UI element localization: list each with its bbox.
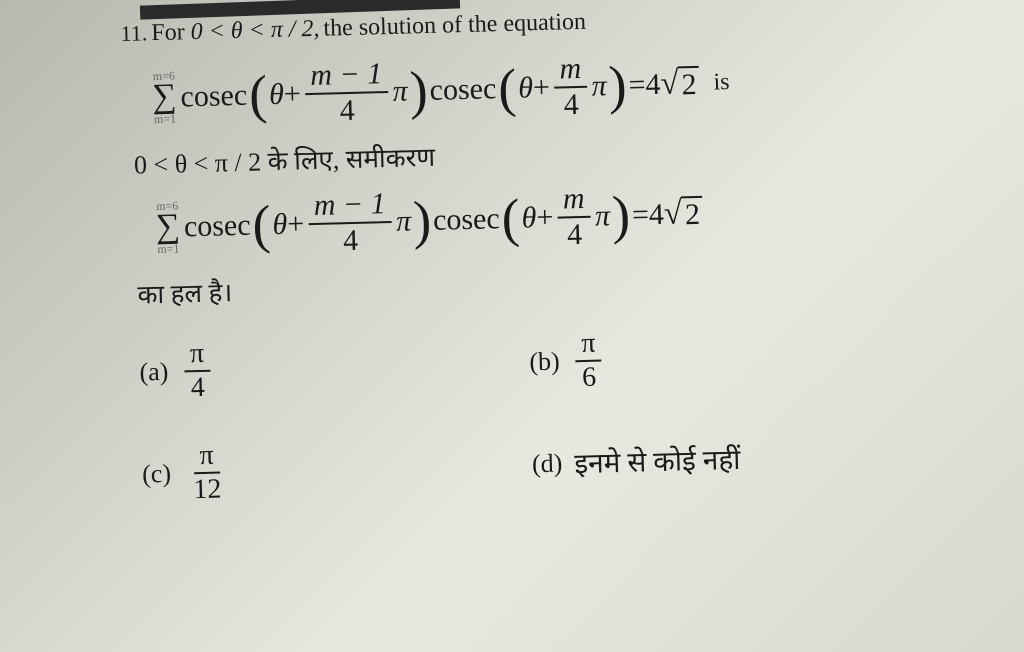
option-d: (d) इनमे से कोई नहीं (531, 424, 883, 495)
option-b-num: π (575, 329, 602, 362)
option-c-frac: π 12 (186, 441, 228, 504)
plus-1: + (283, 77, 301, 111)
rparen-icon: ) (409, 72, 428, 110)
sigma-block-en: m=6 ∑ m=1 (152, 70, 178, 125)
option-c-num: π (193, 441, 220, 474)
is-text: is (713, 69, 730, 96)
lparen-icon-3: ( (252, 206, 271, 244)
hindi-condition: 0 < θ < π / 2 के लिए, समीकरण (134, 123, 985, 181)
option-c-den: 12 (187, 473, 228, 504)
option-d-label: (d) (532, 448, 563, 479)
cosec-3: cosec (184, 208, 251, 244)
sigma-icon: ∑ (152, 82, 177, 113)
option-b-label: (b) (529, 346, 560, 377)
option-a: (a) π 4 (139, 332, 491, 403)
frac1-num-b: m − 1 (307, 189, 392, 225)
rparen-icon-3: ) (413, 202, 432, 240)
option-c-label: (c) (142, 458, 172, 489)
frac-3: m − 1 4 (307, 189, 393, 257)
pi-2: π (591, 69, 607, 103)
question-condition: 0 < θ < π / 2, (190, 16, 320, 45)
rhs-rad-2: 2 (682, 195, 704, 232)
equals-1: = (628, 68, 646, 102)
sqrt-1: 2 (660, 65, 700, 103)
option-b-den: 6 (576, 361, 603, 392)
cosec-1: cosec (180, 78, 247, 114)
sigma-block-hi: m=6 ∑ m=1 (155, 200, 181, 255)
cosec-4: cosec (433, 202, 500, 238)
hindi-tail: का हल है। (137, 253, 988, 311)
cosec-2: cosec (429, 72, 496, 108)
pi-1: π (392, 74, 408, 108)
frac-1: m − 1 4 (304, 59, 390, 127)
frac-4: m 4 (556, 183, 591, 250)
option-a-num: π (184, 339, 211, 372)
sum-lower: m=1 (154, 112, 176, 125)
rparen-icon-2: ) (608, 66, 627, 104)
plus-2: + (533, 70, 551, 104)
sigma-icon-hi: ∑ (155, 212, 180, 243)
sqrt-2: 2 (663, 195, 703, 233)
frac1-den: 4 (333, 93, 361, 126)
option-a-frac: π 4 (184, 339, 212, 402)
plus-3: + (287, 207, 305, 241)
rhs-coef-2: 4 (648, 197, 664, 231)
lparen-icon-2: ( (498, 69, 517, 107)
rhs-coef-1: 4 (645, 67, 661, 101)
frac1-den-b: 4 (337, 223, 365, 256)
question-text-en-1: For (151, 19, 191, 46)
plus-4: + (536, 200, 554, 234)
frac-2: m 4 (553, 53, 588, 120)
pi-3: π (396, 204, 412, 238)
option-a-den: 4 (184, 371, 211, 402)
pi-4: π (595, 199, 611, 233)
theta-4: θ (521, 201, 537, 235)
option-a-label: (a) (139, 356, 169, 387)
sum-lower-hi: m=1 (157, 242, 179, 255)
theta-2: θ (518, 71, 534, 105)
question-header: 11. For 0 < θ < π / 2, the solution of t… (120, 0, 981, 52)
equation-hindi: m=6 ∑ m=1 cosec ( θ + m − 1 4 π ) cosec … (155, 173, 986, 261)
question-number: 11. (120, 20, 147, 46)
option-d-text: इनमे से कोई नहीं (574, 440, 741, 482)
lparen-icon-4: ( (501, 199, 520, 237)
rhs-rad-1: 2 (678, 65, 700, 102)
question-page: 11. For 0 < θ < π / 2, the solution of t… (120, 0, 993, 505)
option-b: (b) π 6 (529, 322, 881, 393)
frac2-den-b: 4 (561, 217, 589, 250)
equation-english: m=6 ∑ m=1 cosec ( θ + m − 1 4 π ) cosec … (151, 43, 982, 131)
equals-2: = (632, 198, 650, 232)
question-text-en-2: the solution of the equation (323, 9, 586, 42)
frac1-num: m − 1 (304, 59, 389, 95)
frac2-num-b: m (556, 183, 591, 218)
options-grid: (a) π 4 (b) π 6 (c) π 12 (d) इनमे से कोई… (139, 319, 993, 505)
frac2-den: 4 (557, 87, 585, 120)
rparen-icon-4: ) (612, 196, 631, 234)
theta-1: θ (269, 77, 285, 111)
lparen-icon: ( (249, 76, 268, 114)
option-b-frac: π 6 (575, 329, 603, 392)
option-c: (c) π 12 (141, 434, 493, 505)
frac2-num: m (553, 53, 588, 88)
theta-3: θ (272, 207, 288, 241)
